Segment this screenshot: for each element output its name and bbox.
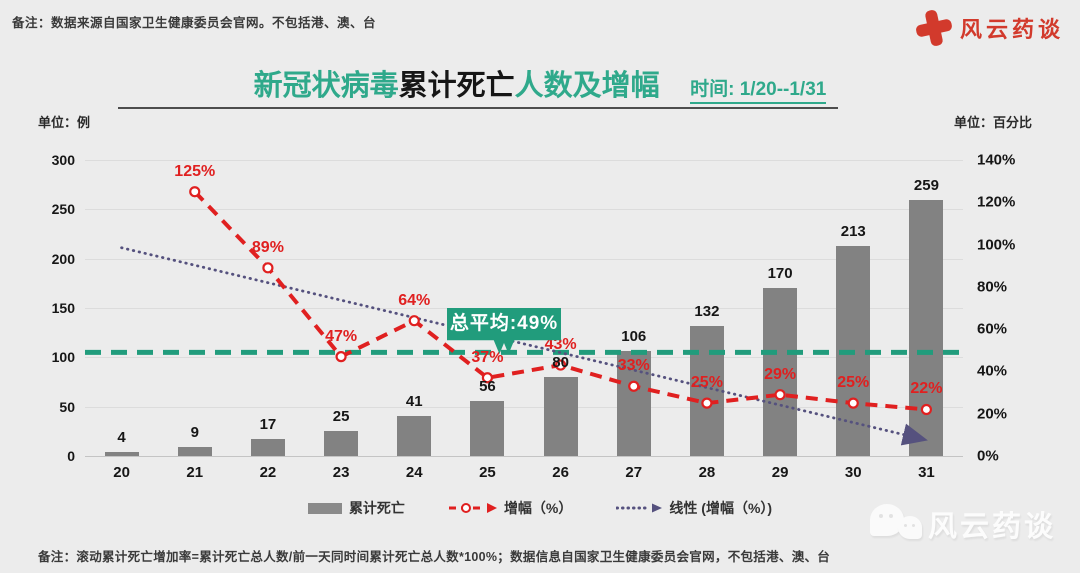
gridline (85, 406, 963, 408)
growth-point-label: 89% (251, 238, 284, 256)
average-callout-label: 总平均:49% (449, 313, 559, 334)
bar-value-label: 25 (332, 408, 350, 426)
legend-item-bars: 累计死亡 (307, 498, 405, 518)
brand-logo: 风云药谈 (914, 8, 1064, 48)
left-axis-tick: 300 (51, 152, 75, 168)
bar (543, 377, 578, 456)
x-axis-label: 28 (698, 464, 716, 481)
right-axis-tick: 140% (977, 151, 1016, 169)
title-accent-2: 人数及增幅 (514, 70, 660, 102)
wechat-bubbles-icon (869, 502, 928, 546)
bar (324, 431, 359, 456)
bar (909, 200, 944, 456)
bar-value-label: 41 (405, 392, 423, 410)
x-axis-label: 27 (625, 464, 643, 481)
x-axis-label: 25 (479, 464, 496, 481)
right-axis-tick: 60% (977, 320, 1008, 338)
gridline (85, 209, 963, 211)
source-note-bottom: 备注：滚动累计死亡增加率=累计死亡总人数/前一天同时间累计死亡总人数*100%；… (38, 550, 831, 564)
gridline (85, 456, 963, 457)
left-axis-tick: 50 (59, 398, 75, 415)
right-axis-tick: 120% (977, 193, 1016, 211)
bar (250, 439, 285, 456)
growth-point-label: 29% (764, 365, 797, 383)
left-axis-tick: 0 (67, 448, 75, 464)
gridline (85, 160, 963, 161)
bar (470, 400, 505, 456)
legend-item-growth: 增幅（%） (448, 498, 573, 518)
left-axis-tick: 150 (51, 300, 75, 316)
watermark-text: 风云药谈 (927, 511, 1056, 543)
growth-marker (262, 262, 274, 274)
gridline (85, 357, 963, 359)
x-axis-label: 21 (186, 464, 204, 481)
red-cross-icon (910, 4, 957, 51)
brand-name: 风云药谈 (959, 17, 1064, 42)
dotted-line-arrow-icon (616, 503, 663, 513)
right-axis-tick: 20% (977, 405, 1008, 423)
trend-line (120, 246, 928, 446)
left-axis-tick: 200 (51, 250, 75, 267)
growth-point-label: 22% (910, 380, 943, 398)
x-axis-label: 30 (844, 464, 862, 481)
x-axis-label: 24 (405, 464, 423, 481)
growth-marker (408, 315, 420, 327)
right-axis-tick: 80% (977, 278, 1008, 296)
growth-point-label: 25% (837, 374, 870, 392)
bar-value-label: 4 (117, 429, 126, 447)
bar-value-label: 9 (190, 424, 199, 442)
legend-label-growth: 增幅（%） (503, 500, 573, 516)
right-axis-tick: 0% (977, 447, 999, 465)
legend-label-trend: 线性 (增幅（%）) (669, 500, 773, 516)
right-axis-tick: 100% (977, 236, 1016, 254)
bar (397, 415, 432, 456)
right-axis-tick: 40% (977, 362, 1008, 380)
right-axis-unit: 单位：百分比 (953, 115, 1032, 130)
growth-point-label: 25% (690, 374, 723, 392)
x-axis-label: 23 (332, 464, 350, 481)
x-axis-label: 29 (771, 464, 789, 481)
bar (836, 245, 871, 456)
growth-point-label: 33% (617, 357, 650, 375)
bar-value-label: 17 (259, 416, 277, 434)
legend: 累计死亡 增幅（%） 线性 (增幅（%）) (0, 498, 1080, 518)
legend-item-trend: 线性 (增幅（%）) (616, 498, 772, 518)
bar-value-label: 259 (913, 177, 939, 195)
title-divider (118, 107, 838, 109)
title-accent-1: 新冠状病毒 (253, 70, 399, 102)
time-range-label: 时间: 1/20--1/31 (690, 79, 827, 104)
bar-value-label: 170 (767, 265, 793, 283)
left-axis-tick: 250 (51, 201, 75, 218)
bar (177, 447, 212, 456)
bar-value-label: 56 (479, 377, 496, 395)
bar-swatch-icon (307, 502, 342, 514)
legend-label-bars: 累计死亡 (348, 500, 405, 516)
chart-title: 新冠状病毒累计死亡人数及增幅 时间: 1/20--1/31 (150, 62, 930, 104)
bar (104, 452, 139, 456)
x-axis-label: 31 (918, 464, 935, 481)
x-axis-label: 20 (113, 464, 130, 481)
growth-marker (189, 186, 201, 198)
source-note-top: 备注：数据来源自国家卫生健康委员会官网。不包括港、澳、台 (12, 16, 377, 30)
watermark: 风云药谈 (869, 502, 1056, 546)
x-axis-label: 22 (259, 464, 277, 481)
bar-value-label: 106 (621, 328, 647, 346)
left-axis-unit: 单位：例 (38, 115, 91, 130)
bar-value-label: 213 (840, 222, 866, 240)
bar-value-label: 80 (552, 354, 569, 372)
growth-point-label: 125% (174, 162, 216, 180)
left-axis-tick: 100 (51, 349, 75, 366)
growth-point-label: 64% (398, 291, 431, 309)
bar-value-label: 132 (694, 302, 720, 320)
x-axis-label: 26 (552, 464, 569, 481)
title-dark: 累计死亡 (398, 70, 515, 102)
growth-point-label: 47% (325, 327, 358, 345)
gridline (85, 258, 963, 260)
dashed-line-circle-arrow-icon (448, 503, 497, 513)
